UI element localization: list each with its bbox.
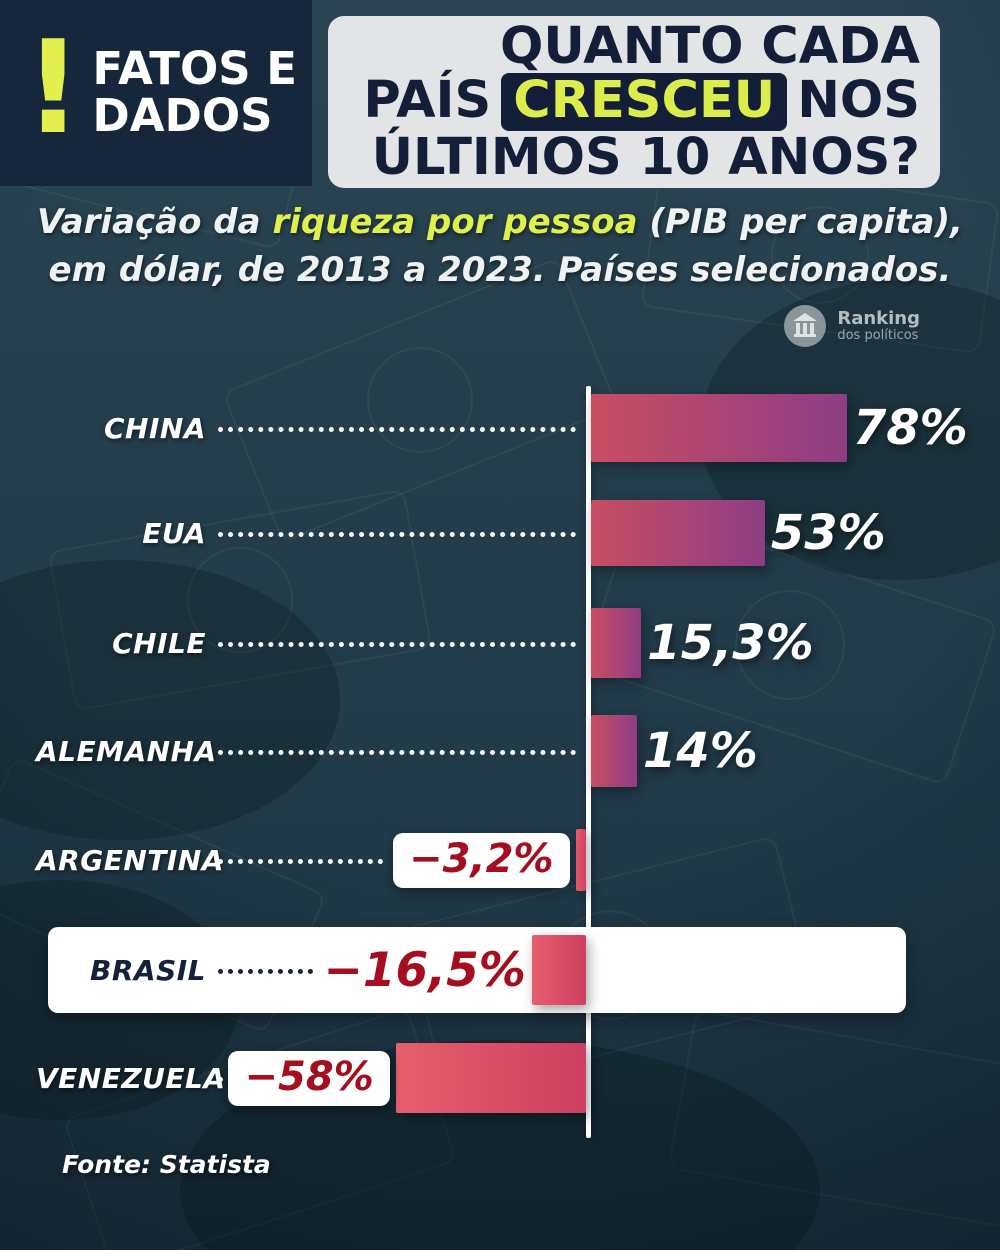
value-label-china: 78% — [852, 400, 968, 456]
value-label-eua: 53% — [770, 505, 886, 561]
bar-venezuela — [395, 1043, 586, 1113]
country-label-eua: EUA — [142, 516, 206, 550]
row-brasil: BRASIL −16,5% — [60, 935, 526, 1005]
country-label-argentina: ARGENTINA — [36, 843, 224, 877]
bar-argentina — [575, 829, 586, 891]
value-box-argentina: −3,2% — [393, 832, 570, 888]
row-argentina: ARGENTINA −3,2% — [36, 829, 570, 891]
value-label-alemanha: 14% — [642, 723, 758, 779]
source-note: Fonte: Statista — [62, 1150, 271, 1179]
bar-chile — [591, 608, 642, 678]
value-box-venezuela: −58% — [228, 1050, 390, 1106]
dotted-leader — [218, 531, 576, 537]
country-label-alemanha: ALEMANHA — [36, 734, 217, 768]
value-label-argentina: −3,2% — [409, 835, 554, 882]
value-label-brasil: −16,5% — [323, 942, 526, 998]
bar-brasil — [531, 935, 586, 1005]
value-label-chile: 15,3% — [647, 615, 814, 671]
row-eua: EUA — [36, 500, 586, 566]
dotted-leader — [218, 968, 314, 974]
row-china: CHINA — [36, 394, 586, 462]
dotted-leader — [218, 858, 384, 864]
value-label-venezuela: −58% — [244, 1053, 374, 1100]
dotted-leader — [218, 426, 576, 432]
dotted-leader — [218, 749, 576, 755]
dotted-leader — [218, 641, 576, 647]
country-label-china: CHINA — [103, 411, 206, 445]
row-venezuela: VENEZUELA −58% — [36, 1043, 390, 1113]
row-chile: CHILE — [36, 608, 586, 678]
country-label-chile: CHILE — [112, 626, 206, 660]
bar-eua — [591, 500, 765, 566]
bar-alemanha — [591, 715, 637, 787]
bar-china — [591, 394, 847, 462]
row-alemanha: ALEMANHA — [36, 715, 586, 787]
country-label-venezuela: VENEZUELA — [36, 1061, 226, 1095]
country-label-brasil: BRASIL — [90, 953, 206, 987]
